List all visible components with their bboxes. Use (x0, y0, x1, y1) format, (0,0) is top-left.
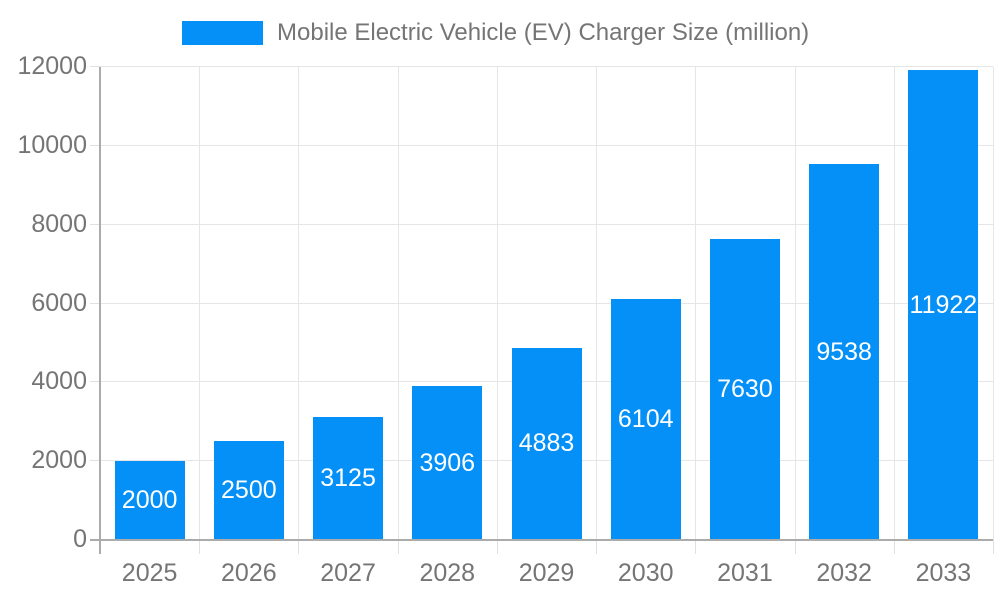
y-axis-tick (90, 381, 100, 383)
gridline-vertical (596, 67, 598, 540)
gridline-horizontal (100, 223, 993, 225)
x-axis-tick-label: 2025 (121, 559, 178, 587)
x-axis-tick-label: 2032 (816, 559, 872, 587)
y-axis-tick-label: 4000 (31, 367, 87, 396)
x-axis-tick (794, 540, 796, 554)
bar[interactable]: 3906 (412, 386, 483, 540)
bar[interactable]: 4883 (511, 347, 582, 540)
legend-swatch (182, 21, 263, 45)
legend-label: Mobile Electric Vehicle (EV) Charger Siz… (277, 19, 810, 46)
bar-value-label: 6104 (617, 405, 674, 434)
gridline-vertical (298, 67, 300, 540)
x-axis-tick-label: 2027 (320, 559, 376, 587)
gridline-vertical (893, 67, 895, 540)
gridline-vertical (695, 67, 697, 540)
x-axis-tick (893, 540, 895, 554)
bar[interactable]: 7630 (709, 239, 780, 540)
bar-value-label: 4883 (518, 429, 575, 458)
bar[interactable]: 11922 (908, 70, 979, 540)
bar[interactable]: 2500 (213, 441, 284, 540)
bar-value-label: 9538 (816, 337, 872, 366)
bar[interactable]: 2000 (114, 461, 185, 540)
x-axis-tick-label: 2026 (221, 559, 277, 587)
y-axis-tick-label: 12000 (17, 52, 87, 80)
legend-item[interactable]: Mobile Electric Vehicle (EV) Charger Siz… (182, 19, 809, 47)
gridline-vertical (496, 67, 498, 540)
bar[interactable]: 6104 (610, 299, 681, 540)
y-axis-tick-label: 10000 (17, 130, 87, 159)
gridline-vertical (993, 67, 994, 540)
y-axis-line (99, 67, 101, 554)
gridline-horizontal (100, 66, 993, 67)
x-axis-tick-label: 2028 (419, 559, 476, 587)
x-axis-tick-label: 2029 (518, 559, 575, 587)
x-axis-tick (695, 540, 697, 554)
x-axis-tick (397, 540, 399, 554)
x-axis-tick (298, 540, 300, 554)
x-axis-tick (993, 540, 994, 554)
x-axis-tick-label: 2031 (717, 559, 773, 587)
gridline-vertical (199, 67, 201, 540)
y-axis-tick-label: 6000 (31, 288, 87, 317)
x-axis-line (90, 539, 993, 541)
gridline-vertical (397, 67, 399, 540)
y-axis-tick-label: 2000 (31, 446, 87, 475)
x-axis-tick (199, 540, 201, 554)
x-axis-tick-label: 2030 (617, 559, 674, 587)
gridline-horizontal (100, 302, 993, 304)
bar-value-label: 2500 (221, 476, 277, 505)
x-axis-tick (496, 540, 498, 554)
y-axis-tick (90, 460, 100, 462)
bar[interactable]: 3125 (313, 416, 384, 540)
y-axis-tick (90, 223, 100, 225)
plot-area: 0 2000 4000 6000 8000 10000 12000 2000 2025 2500 2… (17, 54, 994, 586)
bar-value-label: 7630 (717, 375, 773, 404)
y-axis-tick (90, 144, 100, 146)
x-axis-tick (596, 540, 598, 554)
y-axis-tick (90, 66, 100, 67)
gridline-vertical (794, 67, 796, 540)
bar-value-label: 3125 (320, 463, 376, 492)
y-axis-tick-label: 8000 (31, 209, 87, 238)
gridline-horizontal (100, 144, 993, 146)
bar-value-label: 2000 (121, 486, 178, 515)
bar-value-label: 3906 (419, 448, 476, 477)
bar[interactable]: 9538 (809, 164, 880, 540)
bar-value-label: 11922 (909, 290, 978, 319)
y-axis-tick (90, 302, 100, 304)
y-axis-tick-label: 0 (73, 525, 87, 553)
x-axis-tick-label: 2033 (915, 559, 972, 587)
